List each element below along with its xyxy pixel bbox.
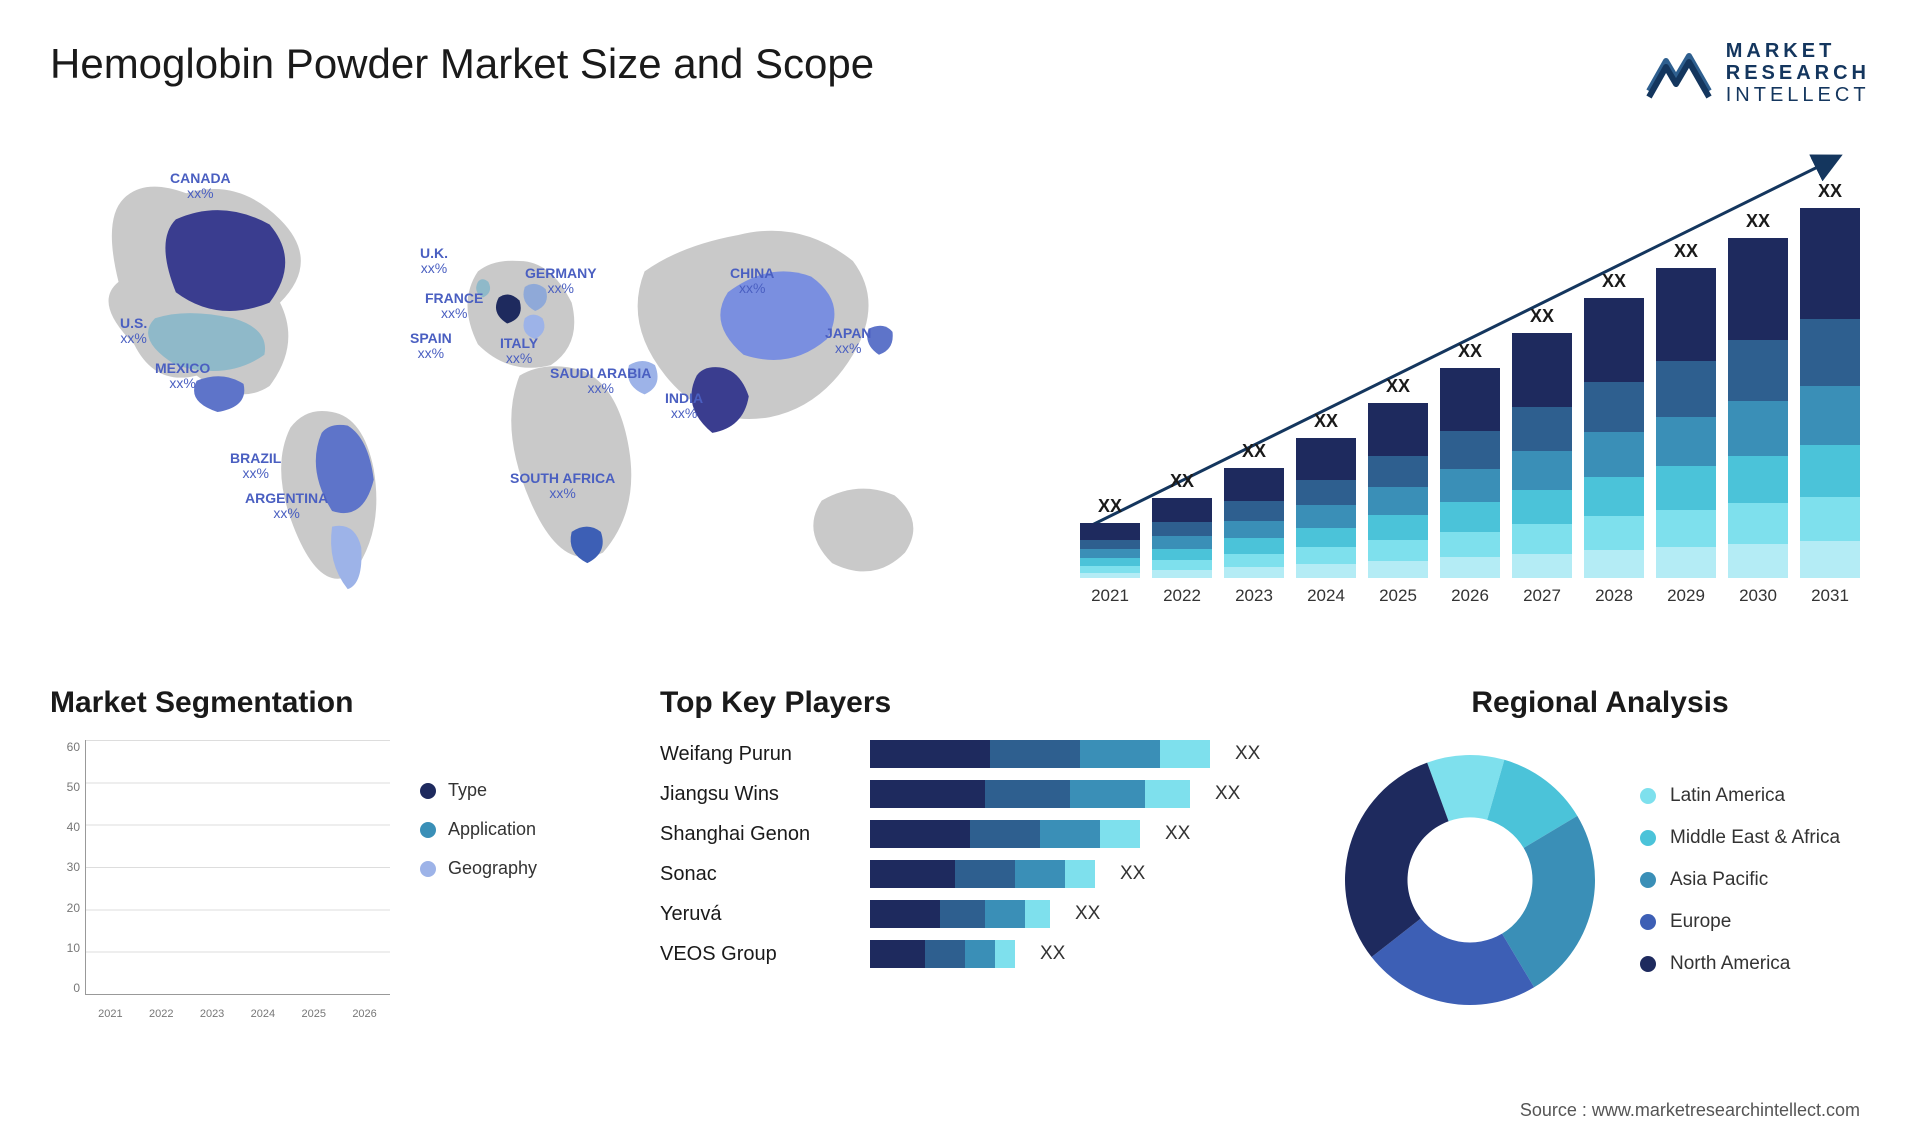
growth-bar-2024: XX2024 [1296, 411, 1356, 606]
bottom-row: Market Segmentation 0102030405060 202120… [50, 686, 1870, 1066]
map-label-us: U.S.xx% [120, 316, 147, 347]
map-label-japan: JAPANxx% [825, 326, 871, 357]
player-row: Shanghai GenonXX [660, 820, 1280, 848]
player-row: SonacXX [660, 860, 1280, 888]
players-list: Weifang PurunXX Jiangsu WinsXX Shanghai Ge… [660, 740, 1280, 968]
map-label-india: INDIAxx% [665, 391, 703, 422]
players-title: Top Key Players [660, 686, 1280, 720]
growth-chart-panel: XX2021XX2022XX2023XX2024XX2025XX2026XX20… [1050, 136, 1870, 636]
growth-bar-2027: XX2027 [1512, 306, 1572, 606]
map-label-uk: U.K.xx% [420, 246, 448, 277]
player-row: VEOS GroupXX [660, 940, 1280, 968]
top-row: CANADAxx% U.S.xx% MEXICOxx% BRAZILxx% ARGENT… [50, 136, 1870, 636]
segmentation-panel: Market Segmentation 0102030405060 202120… [50, 686, 610, 1066]
map-label-argentina: ARGENTINAxx% [245, 491, 328, 522]
regional-panel: Regional Analysis Latin America Middle Ea… [1330, 686, 1870, 1066]
player-row: Jiangsu WinsXX [660, 780, 1280, 808]
source-text: Source : www.marketresearchintellect.com [1520, 1100, 1860, 1121]
map-label-france: FRANCExx% [425, 291, 483, 322]
player-row: YeruváXX [660, 900, 1280, 928]
regional-legend-item: Europe [1640, 911, 1840, 933]
donut-slice-north-america [1345, 763, 1449, 957]
map-label-italy: ITALYxx% [500, 336, 538, 367]
regional-title: Regional Analysis [1330, 686, 1870, 720]
segmentation-chart: 0102030405060 202120222023202420252026 [50, 740, 390, 1020]
growth-bar-2029: XX2029 [1656, 241, 1716, 606]
growth-bars: XX2021XX2022XX2023XX2024XX2025XX2026XX20… [1080, 186, 1860, 606]
segmentation-legend: Type Application Geography [420, 740, 537, 1020]
growth-bar-2021: XX2021 [1080, 496, 1140, 606]
brand-logo: MARKET RESEARCH INTELLECT [1644, 40, 1870, 106]
map-label-germany: GERMANYxx% [525, 266, 597, 297]
players-panel: Top Key Players Weifang PurunXX Jiangsu W… [660, 686, 1280, 1066]
world-map-panel: CANADAxx% U.S.xx% MEXICOxx% BRAZILxx% ARGENT… [50, 136, 1010, 636]
map-label-canada: CANADAxx% [170, 171, 231, 202]
page-title: Hemoglobin Powder Market Size and Scope [50, 40, 874, 88]
seg-legend-type: Type [420, 780, 537, 801]
map-label-mexico: MEXICOxx% [155, 361, 210, 392]
map-label-brazil: BRAZILxx% [230, 451, 281, 482]
seg-legend-geography: Geography [420, 858, 537, 879]
player-row: Weifang PurunXX [660, 740, 1280, 768]
growth-bar-2031: XX2031 [1800, 181, 1860, 606]
regional-donut [1330, 740, 1610, 1020]
header: Hemoglobin Powder Market Size and Scope … [50, 40, 1870, 106]
regional-legend-item: North America [1640, 953, 1840, 975]
map-label-southafrica: SOUTH AFRICAxx% [510, 471, 615, 502]
regional-legend: Latin America Middle East & Africa Asia Pa… [1640, 785, 1840, 975]
regional-legend-item: Middle East & Africa [1640, 827, 1840, 849]
map-label-spain: SPAINxx% [410, 331, 452, 362]
map-label-saudiarabia: SAUDI ARABIAxx% [550, 366, 651, 397]
growth-bar-2022: XX2022 [1152, 471, 1212, 606]
logo-text: MARKET RESEARCH INTELLECT [1726, 40, 1870, 106]
regional-legend-item: Asia Pacific [1640, 869, 1840, 891]
seg-legend-application: Application [420, 819, 537, 840]
growth-bar-2025: XX2025 [1368, 376, 1428, 606]
logo-icon [1644, 46, 1714, 101]
growth-bar-2023: XX2023 [1224, 441, 1284, 606]
regional-legend-item: Latin America [1640, 785, 1840, 807]
growth-bar-2028: XX2028 [1584, 271, 1644, 606]
segmentation-title: Market Segmentation [50, 686, 610, 720]
map-label-china: CHINAxx% [730, 266, 774, 297]
growth-bar-2026: XX2026 [1440, 341, 1500, 606]
growth-bar-2030: XX2030 [1728, 211, 1788, 606]
